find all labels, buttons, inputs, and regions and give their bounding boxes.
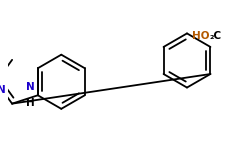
Text: H: H: [26, 98, 35, 108]
Text: ₂C: ₂C: [209, 31, 221, 41]
Text: N: N: [0, 85, 6, 95]
Text: N: N: [26, 82, 35, 92]
Text: HO: HO: [192, 31, 209, 41]
